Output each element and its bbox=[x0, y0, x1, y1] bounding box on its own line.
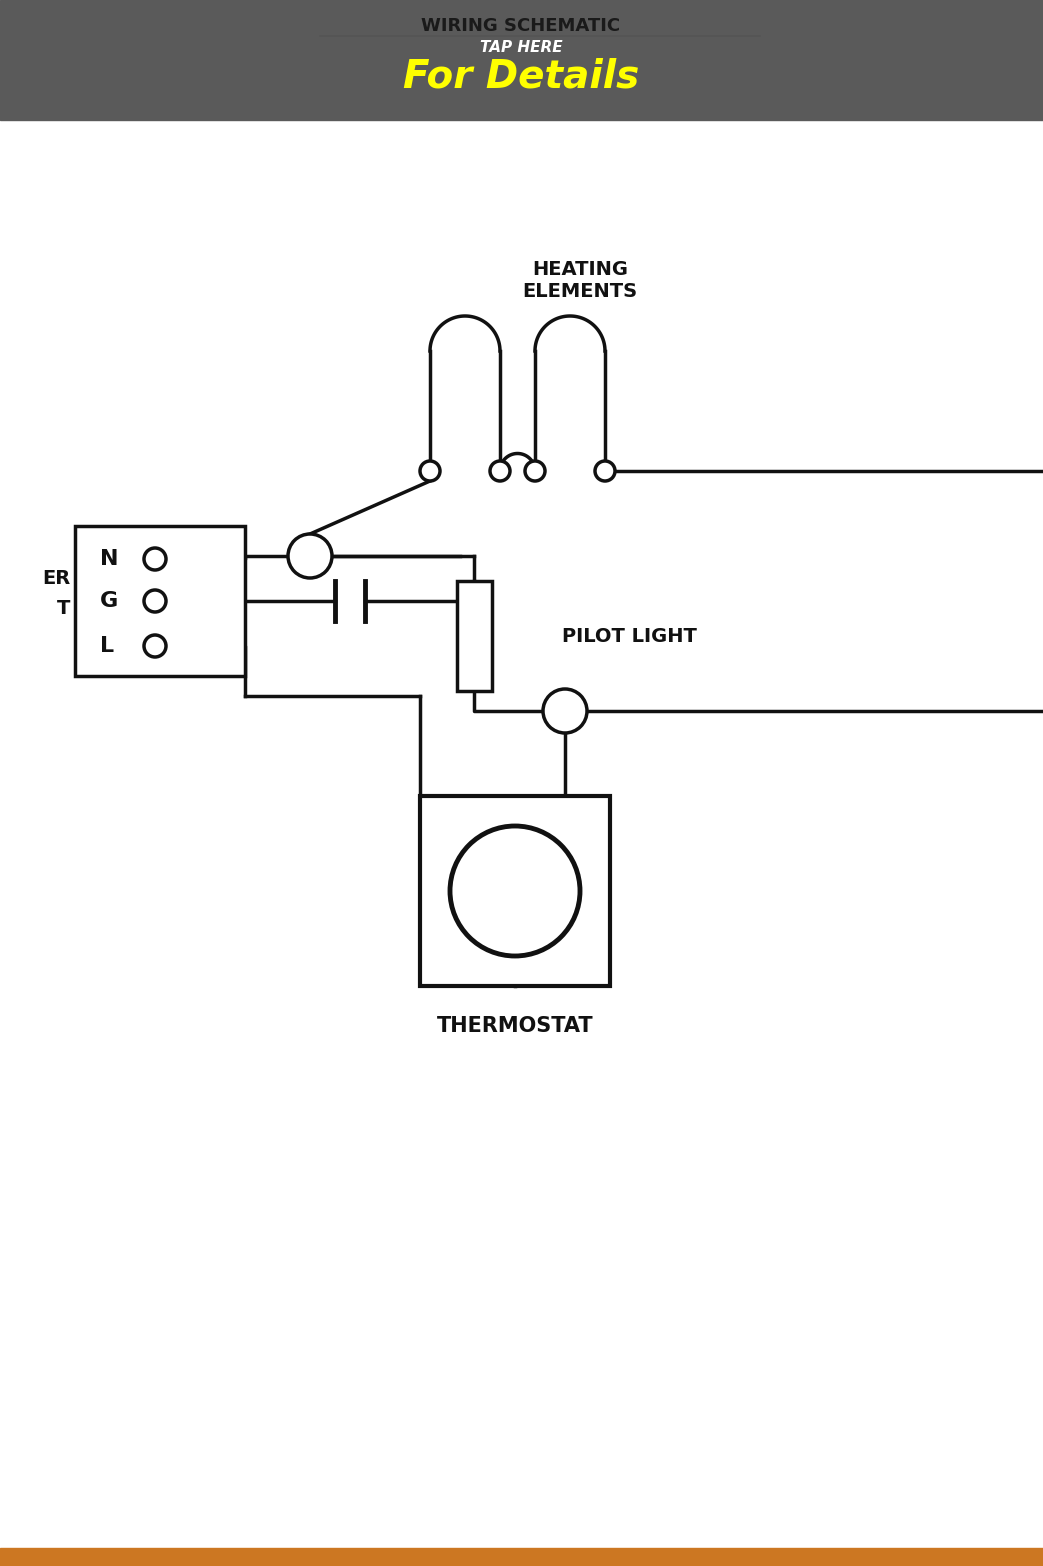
Circle shape bbox=[543, 689, 587, 733]
Text: TAP HERE: TAP HERE bbox=[480, 41, 562, 55]
Text: WIRING SCHEMATIC: WIRING SCHEMATIC bbox=[421, 17, 621, 34]
Bar bbox=[0, 1549, 1043, 1566]
Circle shape bbox=[420, 460, 440, 481]
Circle shape bbox=[490, 460, 510, 481]
Text: T: T bbox=[56, 600, 70, 619]
Text: THERMOSTAT: THERMOSTAT bbox=[437, 1016, 593, 1037]
Circle shape bbox=[144, 590, 166, 612]
Text: L: L bbox=[100, 636, 114, 656]
Circle shape bbox=[525, 460, 545, 481]
Circle shape bbox=[144, 548, 166, 570]
Text: HEATING
ELEMENTS: HEATING ELEMENTS bbox=[523, 260, 637, 301]
Text: G: G bbox=[100, 590, 118, 611]
Text: ER: ER bbox=[42, 568, 70, 587]
Circle shape bbox=[144, 634, 166, 658]
Bar bbox=[75, 526, 245, 677]
Circle shape bbox=[450, 825, 580, 955]
Bar bbox=[420, 796, 610, 987]
Bar bbox=[0, 0, 1043, 121]
Circle shape bbox=[288, 534, 332, 578]
Circle shape bbox=[595, 460, 615, 481]
Text: N: N bbox=[100, 550, 119, 568]
Bar bbox=[457, 581, 492, 691]
Text: PILOT LIGHT: PILOT LIGHT bbox=[562, 626, 697, 645]
Text: For Details: For Details bbox=[403, 56, 639, 96]
